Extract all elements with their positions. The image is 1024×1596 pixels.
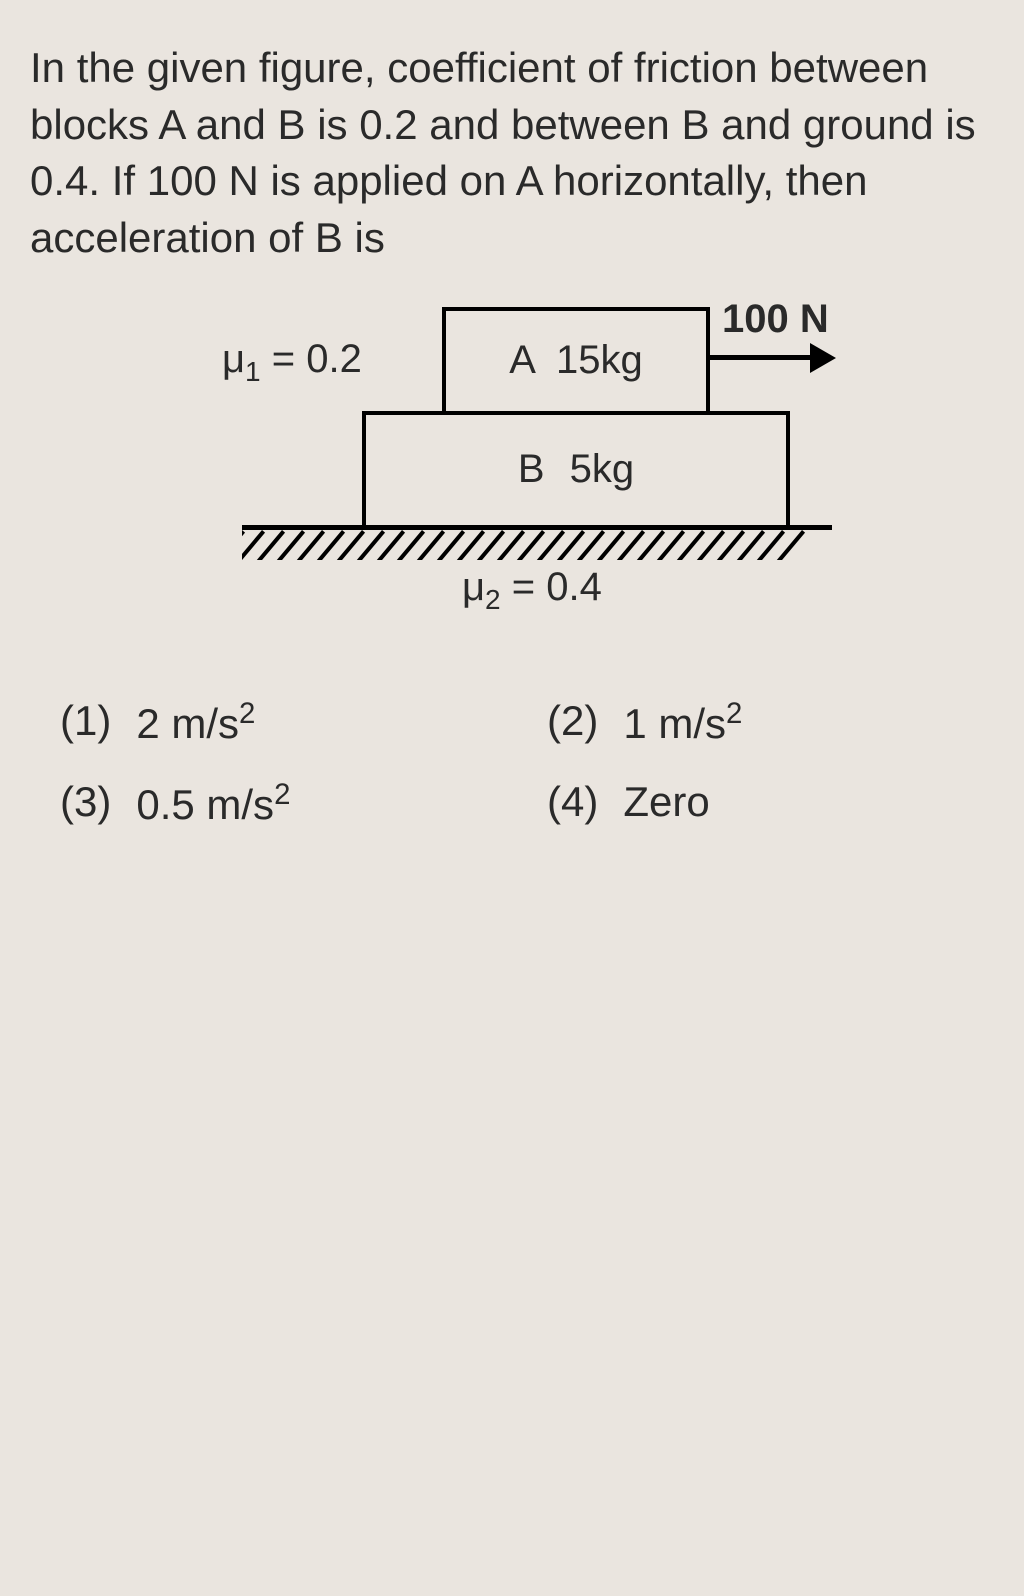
option-value: Zero bbox=[623, 778, 709, 829]
force-arrow-line bbox=[706, 355, 816, 360]
option-1[interactable]: (1) 2 m/s2 bbox=[60, 697, 507, 748]
option-4[interactable]: (4) Zero bbox=[547, 778, 994, 829]
option-value: 2 m/s2 bbox=[136, 697, 255, 748]
mu-symbol: μ bbox=[462, 565, 485, 609]
options-grid: (1) 2 m/s2 (2) 1 m/s2 (3) 0.5 m/s2 (4) Z… bbox=[30, 697, 994, 829]
mu2-label: μ2 = 0.4 bbox=[462, 565, 602, 616]
mu2-value: = 0.4 bbox=[501, 565, 602, 609]
force-label: 100 N bbox=[722, 297, 829, 342]
block-a-name: A bbox=[509, 338, 536, 383]
mu1-subscript: 1 bbox=[245, 356, 261, 387]
mu1-label: μ1 = 0.2 bbox=[222, 337, 362, 388]
option-value: 0.5 m/s2 bbox=[136, 778, 290, 829]
block-a-mass: 15kg bbox=[556, 338, 643, 383]
block-b-name: B bbox=[518, 447, 545, 492]
block-b-mass: 5kg bbox=[570, 447, 635, 492]
ground-hatching bbox=[242, 530, 832, 560]
mu2-subscript: 2 bbox=[485, 584, 501, 615]
figure: μ1 = 0.2 A 15kg 100 N B 5kg μ2 = 0.4 bbox=[162, 297, 862, 657]
option-number: (2) bbox=[547, 697, 598, 748]
mu-symbol: μ bbox=[222, 337, 245, 381]
block-a: A 15kg bbox=[442, 307, 710, 415]
mu1-value: = 0.2 bbox=[261, 337, 362, 381]
option-number: (1) bbox=[60, 697, 111, 748]
option-value: 1 m/s2 bbox=[623, 697, 742, 748]
force-arrow-head bbox=[810, 343, 836, 373]
option-3[interactable]: (3) 0.5 m/s2 bbox=[60, 778, 507, 829]
block-b: B 5kg bbox=[362, 411, 790, 529]
option-number: (4) bbox=[547, 778, 598, 829]
question-text: In the given figure, coefficient of fric… bbox=[30, 40, 994, 267]
option-2[interactable]: (2) 1 m/s2 bbox=[547, 697, 994, 748]
option-number: (3) bbox=[60, 778, 111, 829]
